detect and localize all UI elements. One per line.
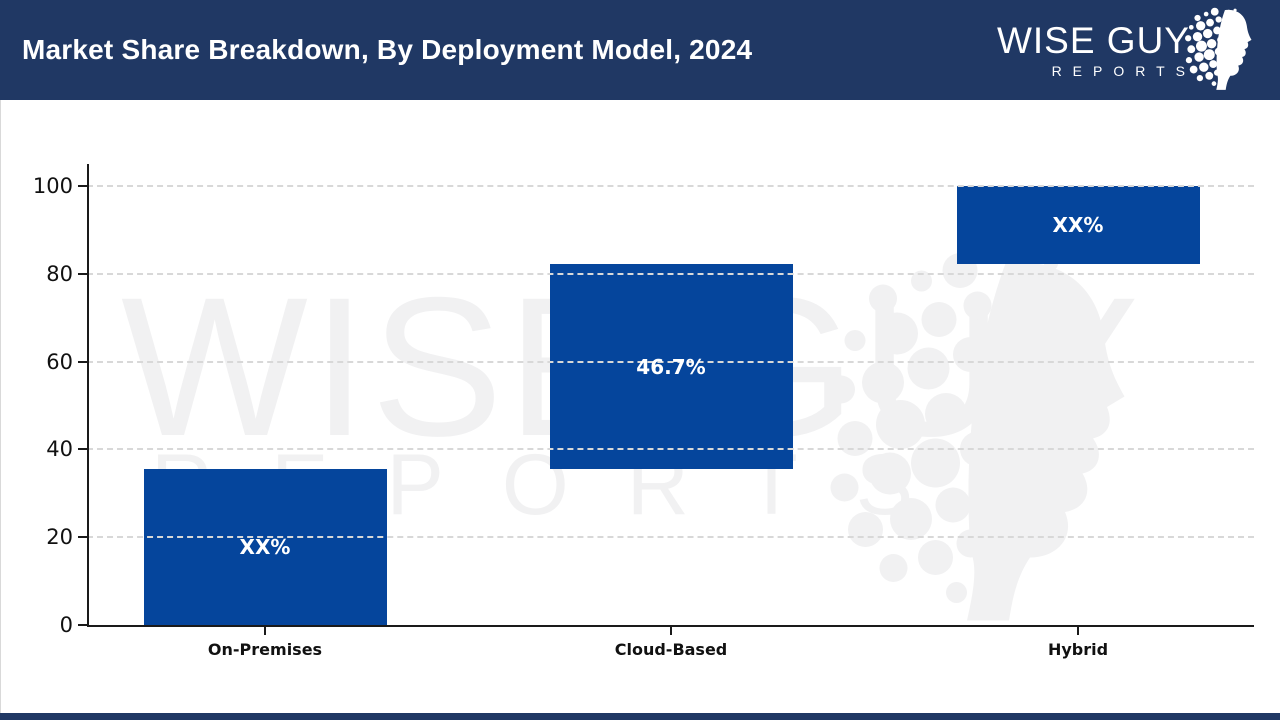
chart-bar-on-premises bbox=[143, 469, 387, 625]
brand-logo: WISE GUY REPORTS bbox=[997, 7, 1262, 93]
gridline-60 bbox=[87, 360, 1254, 363]
brand-logo-text: WISE GUY REPORTS bbox=[997, 22, 1190, 78]
y-tick-label-40: 40 bbox=[46, 437, 73, 462]
gridline-40 bbox=[87, 448, 1254, 451]
bar-value-label: XX% bbox=[239, 535, 291, 560]
x-category-label: Hybrid bbox=[1047, 640, 1109, 659]
y-tick-label-60: 60 bbox=[46, 349, 73, 374]
watermark-head-icon bbox=[827, 253, 1125, 621]
x-tick-2 bbox=[1077, 627, 1079, 635]
x-category-label: On-Premises bbox=[207, 640, 323, 659]
y-tick-80 bbox=[78, 272, 87, 275]
x-category-label: Cloud-Based bbox=[614, 640, 728, 659]
gridline-100 bbox=[87, 185, 1254, 187]
y-tick-0 bbox=[78, 624, 87, 626]
x-axis-line bbox=[87, 625, 1254, 627]
y-tick-60 bbox=[78, 360, 87, 363]
page-title: Market Share Breakdown, By Deployment Mo… bbox=[22, 34, 753, 65]
chart-bar-cloud-based bbox=[549, 264, 793, 470]
gridline-20 bbox=[87, 536, 1254, 539]
y-tick-40 bbox=[78, 448, 87, 451]
chart-area: WISE GUY REPORTS 020406080100XX%On-Premi… bbox=[0, 100, 1280, 713]
y-tick-label-80: 80 bbox=[46, 261, 73, 286]
brand-name: WISE GUY bbox=[996, 20, 1190, 61]
y-tick-100 bbox=[78, 185, 87, 187]
x-tick-1 bbox=[670, 627, 672, 635]
brand-subtitle: REPORTS bbox=[1051, 63, 1196, 79]
gridline-80 bbox=[87, 272, 1254, 275]
x-tick-0 bbox=[264, 627, 266, 635]
y-tick-20 bbox=[78, 536, 87, 539]
y-axis-line bbox=[87, 164, 89, 627]
chart-bar-hybrid bbox=[956, 186, 1200, 265]
bar-value-label: XX% bbox=[1052, 213, 1104, 238]
header-bar: Market Share Breakdown, By Deployment Mo… bbox=[0, 0, 1280, 100]
y-tick-label-100: 100 bbox=[32, 174, 73, 198]
y-tick-label-20: 20 bbox=[46, 525, 73, 550]
bar-value-label: 46.7% bbox=[636, 354, 706, 379]
footer-bar bbox=[0, 713, 1280, 720]
y-tick-label-0: 0 bbox=[59, 613, 73, 637]
wiseguy-head-icon bbox=[1185, 7, 1252, 90]
